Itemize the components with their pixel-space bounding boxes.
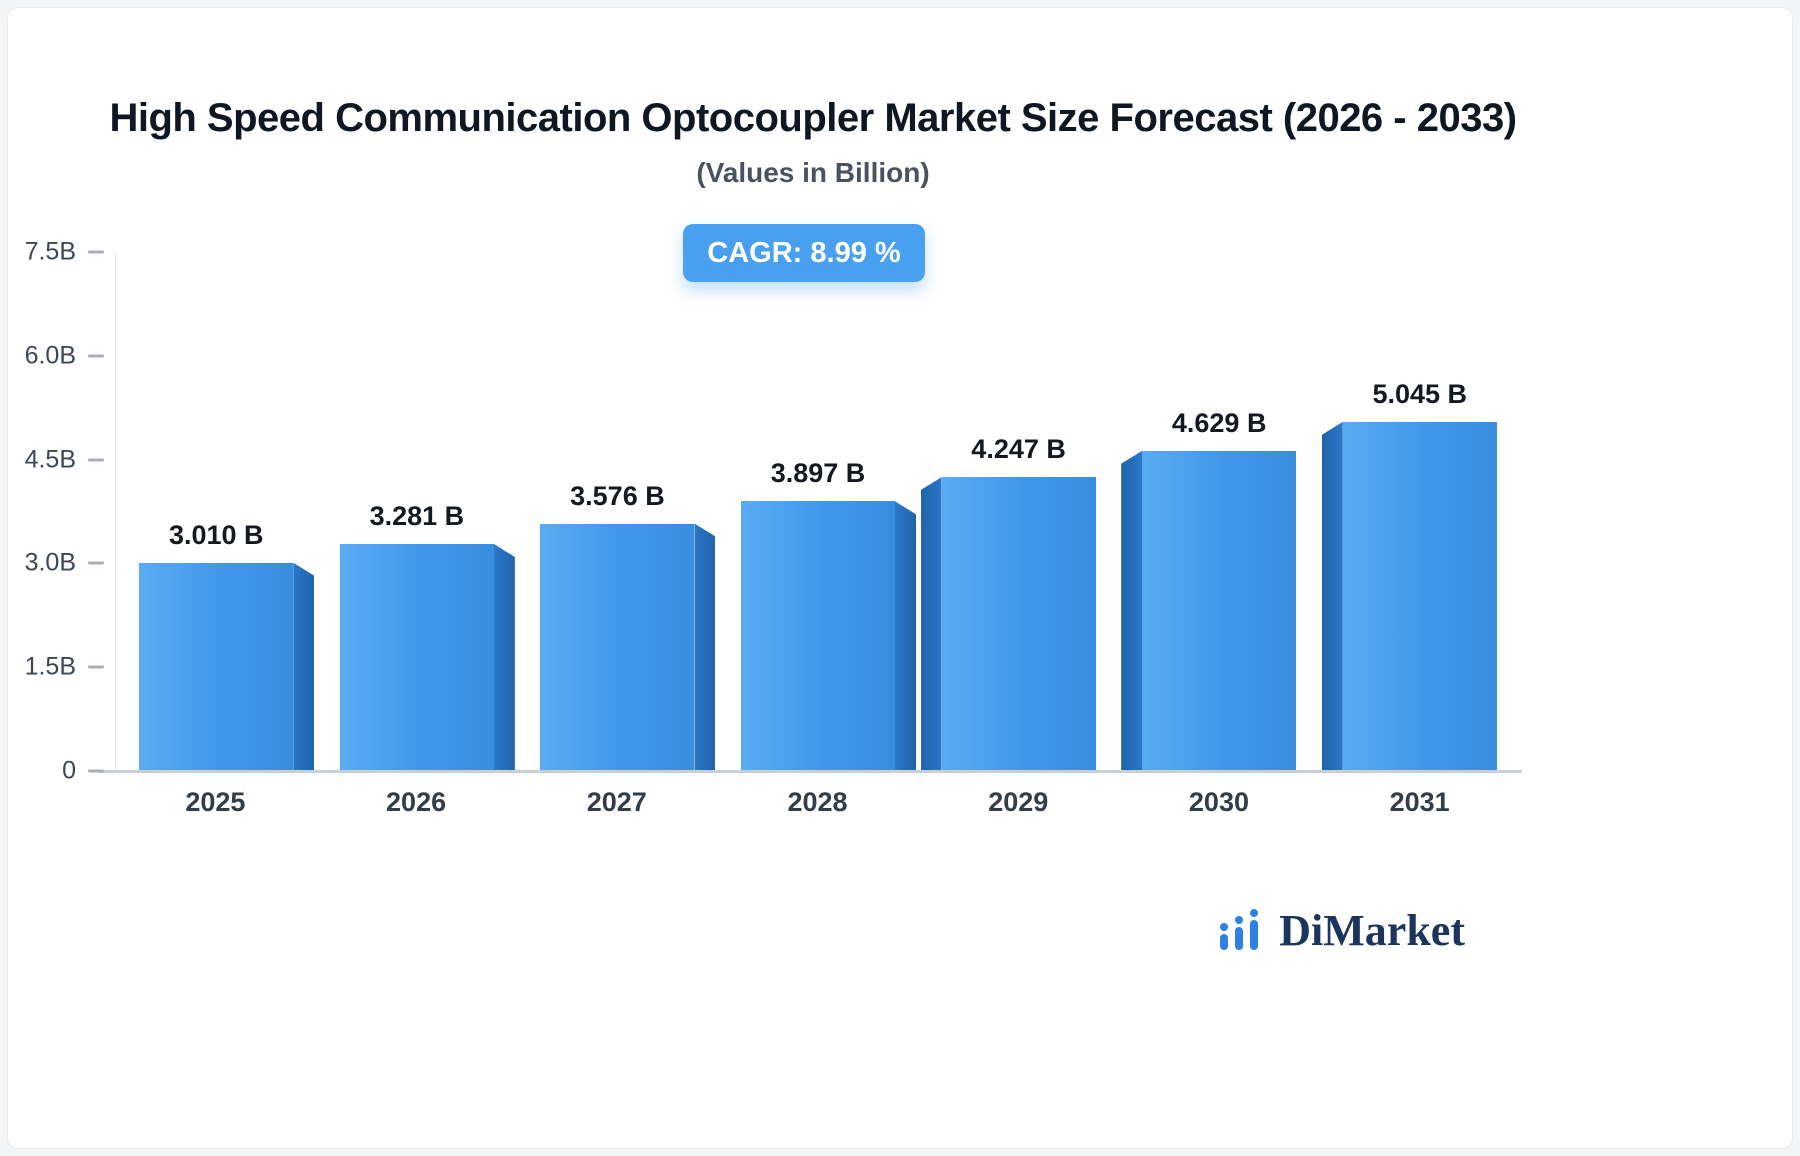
bar-slot: 3.576 B bbox=[517, 252, 718, 771]
y-axis-tick-label: 4.5B bbox=[24, 445, 76, 474]
cagr-badge: CAGR: 8.99 % bbox=[683, 224, 925, 282]
bar-front-face bbox=[339, 543, 494, 771]
bar-side-face bbox=[493, 543, 515, 771]
x-axis-label: 2027 bbox=[586, 787, 647, 817]
y-axis-tick-mark bbox=[88, 665, 104, 669]
bar-front-face bbox=[741, 501, 896, 771]
bar-front-face bbox=[540, 523, 695, 771]
bar-2030: 4.629 B bbox=[1121, 408, 1297, 771]
bar-slot: 3.010 B bbox=[116, 252, 317, 771]
bar-2031: 5.045 B bbox=[1321, 379, 1497, 771]
bars-row: 3.010 B 3.281 B 3.576 B 3.897 B 4.247 B 4.629… bbox=[116, 252, 1520, 771]
bar-front-face bbox=[941, 477, 1096, 771]
y-axis-tick-label: 7.5B bbox=[24, 237, 76, 266]
y-axis-tick-mark bbox=[88, 458, 104, 462]
dimarket-logo: DiMarket bbox=[1215, 905, 1465, 956]
chart-header: High Speed Communication Optocoupler Mar… bbox=[8, 96, 1618, 189]
y-axis-tick-mark bbox=[88, 561, 104, 565]
bar-side-face bbox=[1321, 421, 1343, 771]
x-labels-row: 2025 2026 2027 2028 2029 2030 2031 bbox=[115, 787, 1520, 818]
bar-slot: 4.247 B bbox=[918, 252, 1119, 771]
x-axis-line bbox=[98, 770, 1522, 773]
y-axis-tick-mark bbox=[88, 250, 104, 254]
bar-side-face bbox=[1121, 450, 1143, 771]
y-axis-tick-label: 3.0B bbox=[24, 548, 76, 577]
bar-side-face bbox=[293, 562, 315, 771]
bar-value-label: 3.897 B bbox=[770, 458, 866, 489]
x-axis-label: 2025 bbox=[185, 787, 246, 817]
y-axis-tick-label: 6.0B bbox=[24, 341, 76, 370]
bar-2028: 3.897 B bbox=[741, 458, 917, 771]
dimarket-logo-text: DiMarket bbox=[1279, 906, 1465, 955]
bar-side-face bbox=[895, 501, 917, 771]
bar-slot: 5.045 B bbox=[1319, 252, 1520, 771]
bar-front-face bbox=[1142, 450, 1297, 771]
bar-2027: 3.576 B bbox=[540, 481, 716, 771]
bar-value-label: 4.629 B bbox=[1171, 407, 1267, 438]
chart-card: High Speed Communication Optocoupler Mar… bbox=[8, 8, 1792, 1148]
x-axis-label: 2026 bbox=[386, 787, 447, 817]
bar-2026: 3.281 B bbox=[339, 501, 515, 771]
bar-value-label: 4.247 B bbox=[971, 434, 1066, 465]
bar-slot: 4.629 B bbox=[1119, 252, 1320, 771]
bar-value-label: 3.281 B bbox=[369, 500, 465, 531]
bar-side-face bbox=[694, 523, 716, 771]
bar-value-label: 5.045 B bbox=[1372, 378, 1468, 409]
y-axis-tick-label: 1.5B bbox=[24, 652, 76, 681]
y-axis-tick-mark bbox=[88, 354, 104, 358]
bar-2029: 4.247 B bbox=[920, 434, 1096, 771]
x-axis-label: 2028 bbox=[787, 787, 848, 817]
cagr-badge-label: CAGR: 8.99 % bbox=[707, 236, 901, 269]
chart-subtitle: (Values in Billion) bbox=[696, 157, 930, 188]
x-axis-label: 2031 bbox=[1389, 787, 1450, 817]
y-axis-tick-mark bbox=[88, 769, 104, 773]
bar-front-face bbox=[1342, 421, 1497, 771]
chart-title: High Speed Communication Optocoupler Mar… bbox=[109, 96, 1517, 140]
bar-chart-icon bbox=[1220, 908, 1259, 950]
bar-2025: 3.010 B bbox=[139, 520, 315, 771]
bar-slot: 3.897 B bbox=[718, 252, 919, 771]
x-axis-label: 2029 bbox=[988, 787, 1049, 817]
bar-value-label: 3.576 B bbox=[570, 480, 665, 511]
bar-side-face bbox=[920, 477, 942, 771]
x-axis-label: 2030 bbox=[1188, 787, 1249, 817]
plot-area: 3.010 B 3.281 B 3.576 B 3.897 B 4.247 B 4.629… bbox=[25, 238, 1522, 785]
y-axis-tick-label: 0 bbox=[62, 756, 76, 785]
bar-value-label: 3.010 B bbox=[168, 519, 264, 550]
bar-front-face bbox=[139, 562, 294, 771]
bar-slot: 3.281 B bbox=[317, 252, 518, 771]
